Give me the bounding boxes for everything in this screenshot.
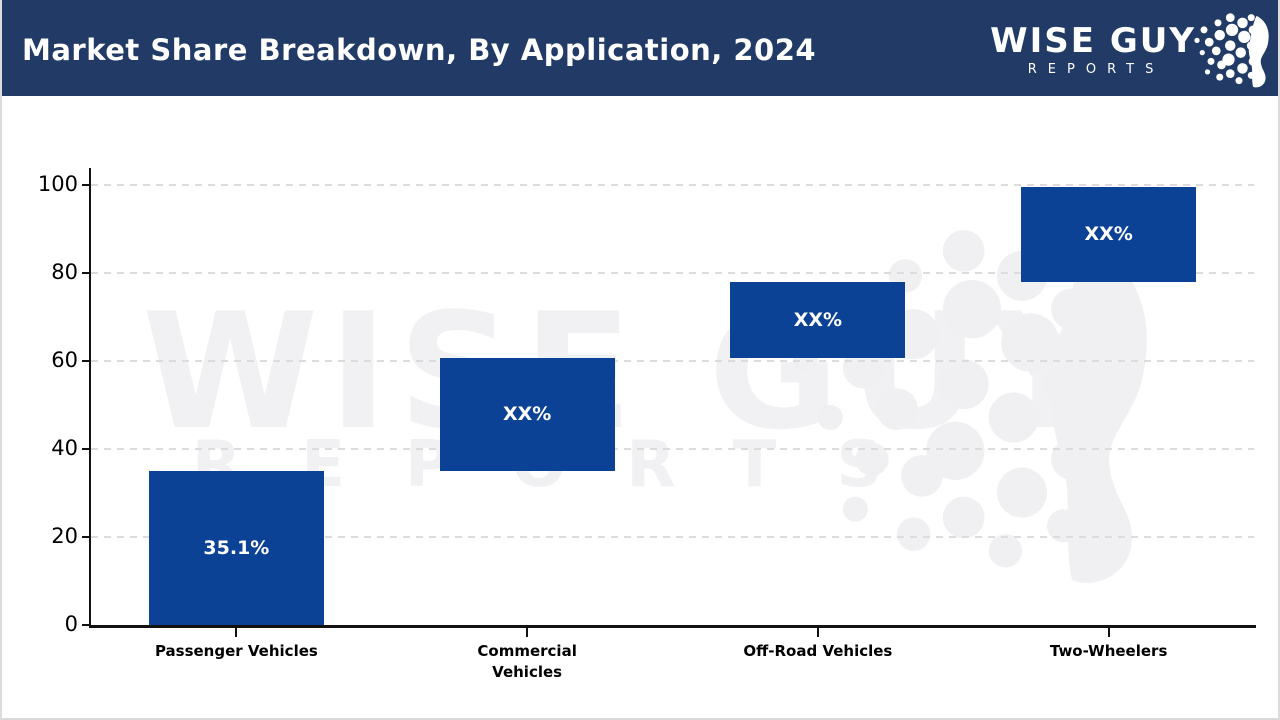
x-category-label: Passenger Vehicles	[154, 642, 318, 660]
bar-value-label: XX%	[793, 308, 843, 331]
y-tick-label: 40	[51, 436, 78, 460]
gridline-y100	[91, 184, 1254, 186]
header-bar: Market Share Breakdown, By Application, …	[2, 0, 1278, 96]
x-tick-mark	[816, 628, 819, 637]
logo-wise-guy-label: WISE GUY	[990, 21, 1196, 62]
y-tick-mark	[82, 448, 91, 450]
y-tick-label: 0	[64, 612, 78, 636]
x-category-label: Two-Wheelers	[1049, 642, 1168, 660]
x-category-label: Off-Road Vehicles	[743, 642, 893, 660]
gridline-y60	[91, 360, 1254, 362]
logo-reports-label: REPORTS	[1027, 61, 1165, 77]
x-tick-mark	[235, 628, 238, 637]
x-axis-line	[89, 625, 1256, 628]
y-axis-line	[89, 168, 91, 628]
logo-head-dots-icon	[1194, 13, 1269, 88]
x-tick-mark	[526, 628, 529, 637]
y-tick-mark	[82, 272, 91, 274]
bar-passenger-vehicles: 35.1%	[148, 470, 324, 625]
y-tick-label: 80	[51, 260, 78, 284]
x-tick-mark	[1107, 628, 1110, 637]
y-tick-label: 20	[51, 524, 78, 548]
x-category-label: Commercial Vehicles	[477, 642, 577, 681]
y-tick-label: 100	[37, 172, 78, 196]
bar-commercial-vehicles: XX%	[439, 357, 615, 471]
bar-value-label: XX%	[502, 403, 552, 426]
bar-two-wheelers: XX%	[1021, 187, 1197, 282]
y-tick-mark	[82, 360, 91, 362]
bar-off-road-vehicles: XX%	[730, 281, 906, 358]
wise-guy-logo: WISE GUY REPORTS	[990, 10, 1274, 90]
wise-guy-logo-text: WISE GUY REPORTS	[990, 21, 1196, 77]
y-tick-mark	[82, 184, 91, 186]
y-tick-mark	[82, 624, 91, 626]
gridline-y40	[91, 448, 1254, 450]
y-tick-mark	[82, 536, 91, 538]
gridline-y80	[91, 272, 1254, 274]
page-title: Market Share Breakdown, By Application, …	[22, 33, 817, 67]
bar-value-label: XX%	[1084, 223, 1133, 246]
y-tick-label: 60	[51, 348, 78, 372]
bar-value-label: 35.1%	[203, 536, 270, 559]
gridline-y20	[91, 536, 1254, 538]
